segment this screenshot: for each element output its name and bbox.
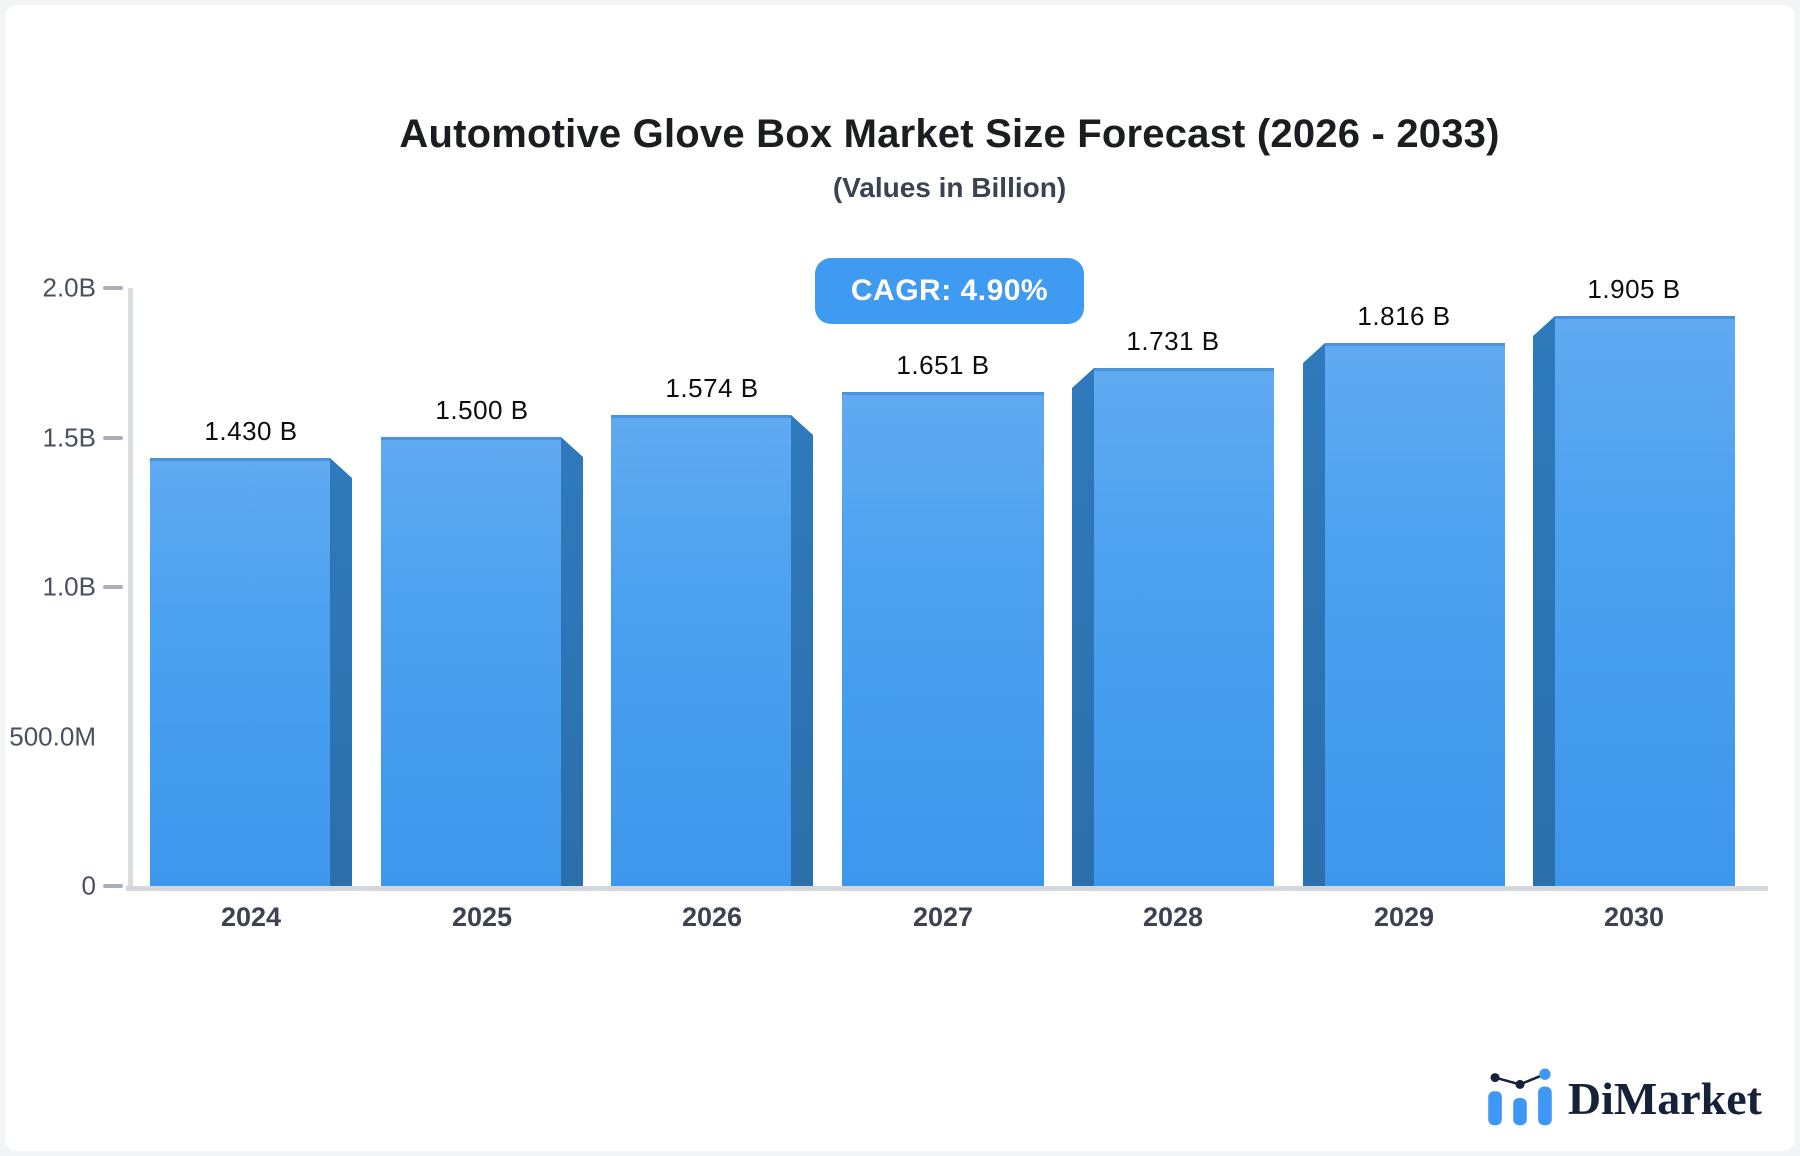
bar xyxy=(1533,316,1735,886)
y-tick-dash xyxy=(103,884,123,888)
bar-value-label: 1.731 B xyxy=(1126,326,1220,356)
y-axis-line xyxy=(128,288,133,889)
cagr-badge: CAGR: 4.90% xyxy=(814,258,1085,324)
y-tick-dash xyxy=(103,435,123,440)
y-tick-dash xyxy=(103,286,123,290)
y-tick-label: 2.0B xyxy=(42,272,97,303)
bar-side-bevel xyxy=(1533,316,1555,886)
bar-face xyxy=(842,392,1044,886)
bar-value-label: 1.651 B xyxy=(896,350,990,380)
dimarket-logo-text: DiMarket xyxy=(1567,1072,1762,1124)
chart-subtitle: (Values in Billion) xyxy=(832,172,1067,203)
bar-value-label: 1.816 B xyxy=(1357,301,1451,331)
bar-side-bevel xyxy=(561,437,583,886)
bar xyxy=(1303,343,1505,886)
y-tick-label: 1.5B xyxy=(42,422,97,452)
bar xyxy=(381,437,583,886)
x-axis-year-label: 2029 xyxy=(1373,902,1435,932)
y-tick-label: 500.0M xyxy=(9,721,96,751)
bar xyxy=(842,392,1044,886)
bar-value-label: 1.574 B xyxy=(665,373,759,403)
bar-value-label: 1.430 B xyxy=(204,416,298,446)
bar xyxy=(1072,368,1274,886)
bar-side-bevel xyxy=(330,458,352,886)
bar-face xyxy=(1325,343,1505,886)
x-axis-year-label: 2026 xyxy=(681,902,743,932)
dimarket-logo-icon xyxy=(1488,1068,1552,1126)
chart-title: Automotive Glove Box Market Size Forecas… xyxy=(399,112,1500,156)
x-axis-line xyxy=(126,886,1768,891)
bar-value-label: 1.905 B xyxy=(1587,274,1681,304)
x-axis-year-label: 2028 xyxy=(1142,902,1204,932)
x-axis-year-label: 2027 xyxy=(912,902,974,932)
bar-face xyxy=(1094,368,1274,886)
bar-side-bevel xyxy=(1072,368,1094,886)
bar-side-bevel xyxy=(791,415,813,886)
bar-face xyxy=(611,415,791,886)
bar xyxy=(611,415,813,886)
dimarket-logo: DiMarket xyxy=(1486,1068,1762,1128)
y-tick-label: 0 xyxy=(81,870,96,901)
bar-side-bevel xyxy=(1303,343,1325,886)
bar-face xyxy=(1555,316,1735,886)
x-axis-year-label: 2024 xyxy=(220,902,282,932)
bar-face xyxy=(381,437,561,886)
bar xyxy=(150,458,352,886)
bar-face xyxy=(150,458,330,886)
x-axis-year-label: 2025 xyxy=(451,902,513,932)
bar-value-label: 1.500 B xyxy=(435,395,529,425)
y-tick-label: 1.0B xyxy=(42,571,97,602)
y-tick-dash xyxy=(103,585,123,589)
cagr-badge-row: CAGR: 4.90% xyxy=(131,258,1768,324)
x-axis-year-label: 2030 xyxy=(1603,902,1665,932)
